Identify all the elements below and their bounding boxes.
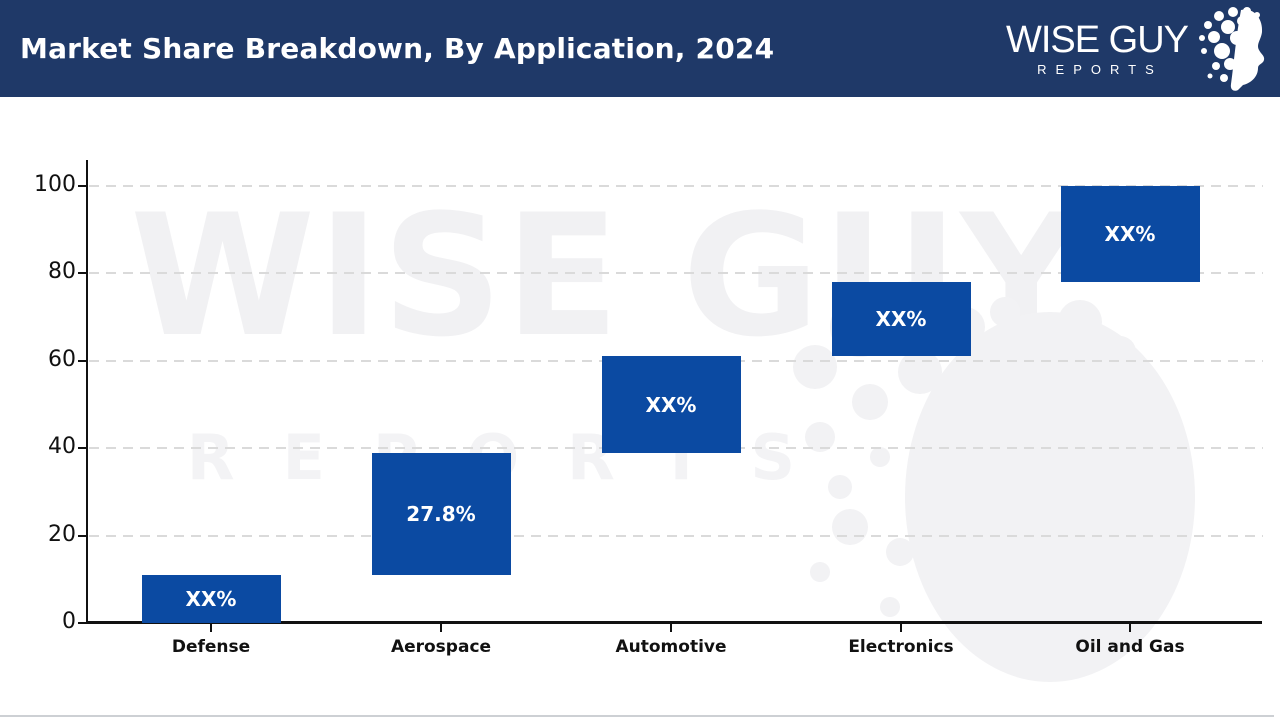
- x-tick-aerospace: [440, 624, 442, 632]
- gridline-20: [89, 534, 1263, 537]
- header: Market Share Breakdown, By Application, …: [0, 0, 1280, 97]
- bar-value-label: XX%: [645, 392, 697, 417]
- y-tick-60: [78, 359, 87, 362]
- x-label-oil-and-gas: Oil and Gas: [1075, 637, 1185, 657]
- logo-wiseguy-label: WISE GUY: [1005, 18, 1189, 61]
- bar-aerospace: 27.8%: [371, 453, 511, 575]
- y-tick-100: [78, 185, 87, 187]
- y-tick-0: [78, 622, 87, 624]
- bar-value-label: 27.8%: [406, 502, 476, 527]
- logo-text: WISE GUY REPORTS: [1005, 18, 1189, 77]
- logo-face-icon: [1199, 6, 1265, 91]
- page-title: Market Share Breakdown, By Application, …: [20, 32, 775, 65]
- bottom-divider: [0, 715, 1274, 717]
- y-tick-20: [78, 534, 87, 537]
- x-tick-electronics: [900, 624, 902, 632]
- bar-value-label: XX%: [875, 307, 927, 332]
- bar-value-label: XX%: [1104, 222, 1156, 247]
- y-axis-line: [86, 160, 88, 623]
- x-axis-line: [86, 621, 1262, 624]
- y-tick-label-100: 100: [34, 172, 76, 197]
- x-label-electronics: Electronics: [848, 637, 954, 657]
- y-tick-label-20: 20: [48, 521, 76, 547]
- bar-value-label: XX%: [185, 586, 237, 611]
- logo-reports-label: REPORTS: [1037, 61, 1163, 77]
- x-label-defense: Defense: [171, 637, 251, 657]
- x-tick-defense: [210, 624, 212, 632]
- chart-area: WISE GUY REPORTS 0 20 40 60 80 100 XX% Defense 2…: [0, 97, 1280, 717]
- bar-automotive: XX%: [601, 356, 741, 454]
- y-tick-40: [78, 447, 87, 450]
- bar-oil-and-gas: XX%: [1060, 186, 1200, 283]
- gridline-80: [89, 272, 1263, 275]
- y-tick-label-0: 0: [62, 609, 76, 634]
- x-tick-automotive: [670, 624, 672, 632]
- y-tick-label-40: 40: [48, 434, 76, 460]
- x-label-aerospace: Aerospace: [390, 637, 492, 657]
- wise-guy-logo: WISE GUY REPORTS: [1006, 6, 1280, 92]
- y-tick-label-60: 60: [48, 346, 76, 372]
- bar-electronics: XX%: [831, 282, 971, 357]
- bar-defense: XX%: [141, 574, 281, 623]
- y-tick-label-80: 80: [48, 259, 76, 285]
- gridline-100: [89, 185, 1263, 187]
- x-tick-oil-and-gas: [1129, 624, 1131, 632]
- y-tick-80: [78, 272, 87, 275]
- x-label-automotive: Automotive: [615, 637, 727, 657]
